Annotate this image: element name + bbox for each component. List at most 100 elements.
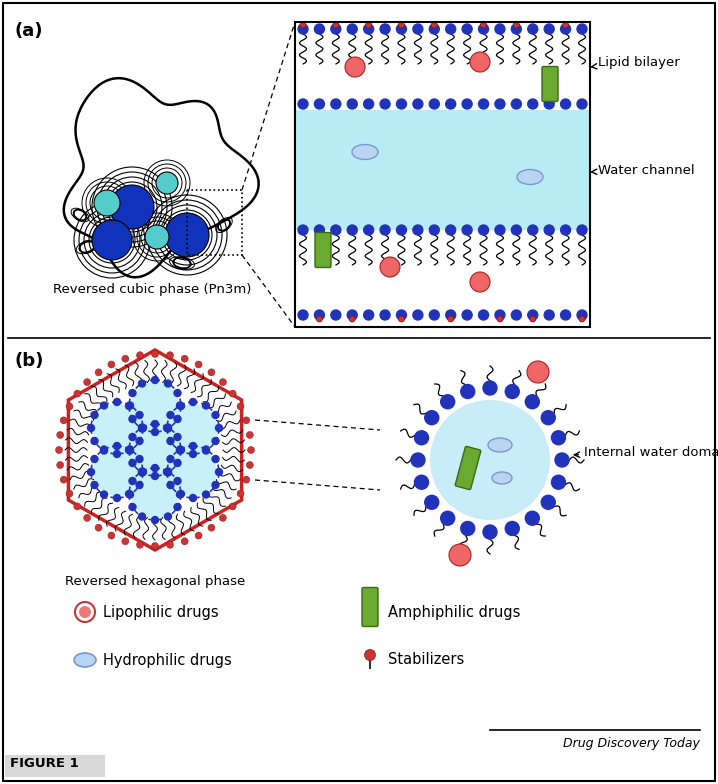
Circle shape xyxy=(561,24,571,34)
Text: Drug Discovery Today: Drug Discovery Today xyxy=(563,737,700,750)
Circle shape xyxy=(314,99,325,109)
Circle shape xyxy=(177,402,184,409)
Circle shape xyxy=(101,446,108,453)
Circle shape xyxy=(425,411,439,425)
Circle shape xyxy=(345,57,365,77)
Circle shape xyxy=(413,310,423,320)
Circle shape xyxy=(190,495,197,502)
Circle shape xyxy=(208,368,215,376)
Circle shape xyxy=(151,543,159,550)
Circle shape xyxy=(220,514,226,521)
Circle shape xyxy=(126,447,133,453)
Circle shape xyxy=(365,22,372,28)
FancyBboxPatch shape xyxy=(455,446,481,489)
Circle shape xyxy=(151,473,159,480)
Ellipse shape xyxy=(488,438,512,452)
Circle shape xyxy=(446,310,456,320)
Circle shape xyxy=(541,411,555,425)
Ellipse shape xyxy=(517,169,543,184)
Circle shape xyxy=(101,402,108,409)
Circle shape xyxy=(177,491,185,498)
Circle shape xyxy=(495,24,505,34)
Circle shape xyxy=(136,481,143,488)
Circle shape xyxy=(237,490,244,497)
Circle shape xyxy=(348,310,358,320)
Circle shape xyxy=(348,24,358,34)
Circle shape xyxy=(164,469,172,476)
Circle shape xyxy=(246,431,253,438)
Circle shape xyxy=(181,355,188,362)
Circle shape xyxy=(151,376,159,383)
Circle shape xyxy=(480,22,487,28)
Circle shape xyxy=(577,99,587,109)
Circle shape xyxy=(462,24,472,34)
Circle shape xyxy=(365,649,376,660)
Circle shape xyxy=(95,524,102,532)
Circle shape xyxy=(528,24,538,34)
Circle shape xyxy=(461,521,475,535)
Circle shape xyxy=(139,468,146,475)
Circle shape xyxy=(511,99,521,109)
Circle shape xyxy=(441,511,454,525)
Circle shape xyxy=(577,24,587,34)
Circle shape xyxy=(577,225,587,235)
Circle shape xyxy=(164,468,172,475)
Circle shape xyxy=(108,361,115,368)
Circle shape xyxy=(430,400,550,520)
Circle shape xyxy=(91,412,98,419)
Circle shape xyxy=(136,412,143,419)
Text: Lipid bilayer: Lipid bilayer xyxy=(592,56,680,69)
Circle shape xyxy=(333,22,339,28)
Circle shape xyxy=(202,446,210,453)
Circle shape xyxy=(237,403,244,410)
Circle shape xyxy=(126,402,133,409)
Circle shape xyxy=(526,395,539,408)
Circle shape xyxy=(380,24,390,34)
Circle shape xyxy=(129,459,136,466)
Circle shape xyxy=(411,453,425,467)
Circle shape xyxy=(167,352,174,359)
Circle shape xyxy=(363,225,373,235)
Circle shape xyxy=(470,272,490,292)
Circle shape xyxy=(57,462,64,469)
Circle shape xyxy=(495,225,505,235)
Text: Amphiphilic drugs: Amphiphilic drugs xyxy=(388,604,521,619)
Circle shape xyxy=(363,99,373,109)
Circle shape xyxy=(429,225,439,235)
Circle shape xyxy=(202,447,210,454)
Circle shape xyxy=(139,424,146,431)
Circle shape xyxy=(177,402,185,409)
Circle shape xyxy=(398,22,404,28)
Text: Hydrophilic drugs: Hydrophilic drugs xyxy=(103,652,232,667)
Circle shape xyxy=(526,511,539,525)
Circle shape xyxy=(167,481,174,488)
Circle shape xyxy=(126,447,134,454)
Circle shape xyxy=(505,384,519,398)
Circle shape xyxy=(331,310,341,320)
Circle shape xyxy=(57,431,64,438)
Ellipse shape xyxy=(352,144,378,159)
Circle shape xyxy=(94,190,120,216)
Circle shape xyxy=(151,464,159,471)
Circle shape xyxy=(461,384,475,398)
Circle shape xyxy=(169,448,217,496)
Text: (b): (b) xyxy=(14,352,43,370)
Polygon shape xyxy=(64,78,258,278)
Circle shape xyxy=(215,469,223,476)
Circle shape xyxy=(478,24,488,34)
Circle shape xyxy=(446,99,456,109)
Circle shape xyxy=(298,99,308,109)
Circle shape xyxy=(300,22,306,28)
Circle shape xyxy=(164,425,172,432)
Circle shape xyxy=(446,24,456,34)
Circle shape xyxy=(212,437,219,445)
Circle shape xyxy=(363,24,373,34)
Text: FIGURE 1: FIGURE 1 xyxy=(10,757,79,770)
Circle shape xyxy=(380,99,390,109)
Circle shape xyxy=(164,469,170,476)
Circle shape xyxy=(215,424,223,431)
Bar xyxy=(295,110,590,230)
Circle shape xyxy=(229,390,236,397)
Circle shape xyxy=(414,430,429,445)
Circle shape xyxy=(139,513,146,520)
